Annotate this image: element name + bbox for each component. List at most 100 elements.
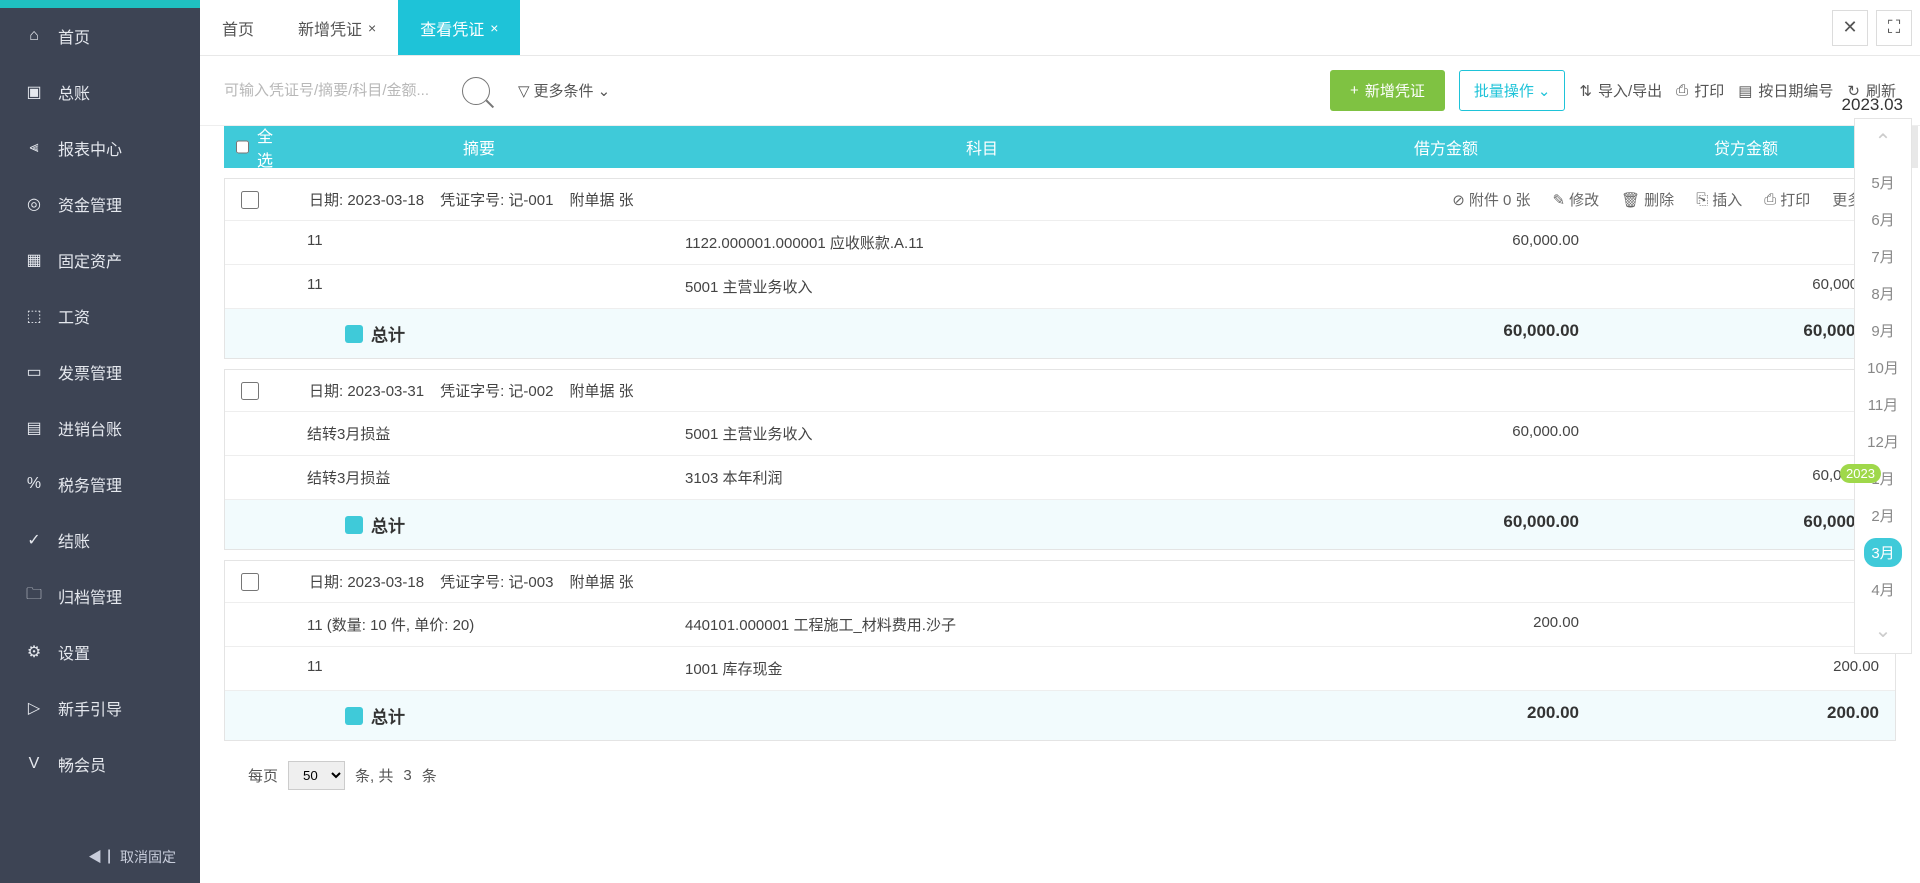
- rail-month[interactable]: 10月: [1864, 349, 1902, 386]
- sidebar-icon-7: ▤: [24, 418, 44, 438]
- select-all-checkbox[interactable]: [236, 139, 249, 155]
- rail-month[interactable]: 7月: [1864, 238, 1902, 275]
- print-icon: ⎙: [1764, 191, 1776, 208]
- per-page-select[interactable]: 50: [288, 761, 345, 790]
- total-icon: [345, 707, 363, 725]
- rail-month[interactable]: 12月: [1864, 423, 1902, 460]
- total-credit: 60,000.00: [1595, 500, 1895, 549]
- import-export-label: 导入/导出: [1598, 80, 1662, 101]
- voucher-delete[interactable]: 🗑删除: [1621, 189, 1674, 210]
- rail-month[interactable]: 8月: [1864, 275, 1902, 312]
- total-label: 总计: [371, 703, 405, 728]
- print-icon: ⎙: [1676, 82, 1688, 99]
- tab-label: 新增凭证: [298, 16, 362, 40]
- sidebar-item-11[interactable]: ⚙设置: [0, 624, 200, 680]
- sidebar-item-7[interactable]: ▤ 进销台账: [0, 400, 200, 456]
- sidebar: ⌂首页▣总账⫷报表中心◎资金管理▦固定资产⬚工资 ▭ 发票管理 ▤ 进销台账 %税务管理✓…: [0, 0, 200, 883]
- sidebar-item-label: 固定资产: [58, 248, 122, 272]
- sidebar-item-4[interactable]: ▦固定资产: [0, 232, 200, 288]
- chevron-down-icon: ⌄: [598, 82, 611, 100]
- tab-1[interactable]: 新增凭证 ×: [276, 0, 398, 55]
- row-debit: [1295, 647, 1595, 690]
- toolbar: ▽ 更多条件 ⌄ + 新增凭证 批量操作 ⌄ ⇅ 导入/导出 ⎙: [200, 56, 1920, 126]
- renumber-button[interactable]: ▤ 按日期编号: [1738, 80, 1833, 101]
- total-debit: 200.00: [1295, 691, 1595, 740]
- plus-icon: +: [1350, 82, 1359, 99]
- pager-total: 3: [403, 767, 411, 784]
- attachment-icon: ⊘: [1452, 191, 1465, 209]
- sidebar-item-label: 进销台账: [58, 416, 122, 440]
- sidebar-item-label: 资金管理: [58, 192, 122, 216]
- new-voucher-button[interactable]: + 新增凭证: [1330, 70, 1445, 111]
- voucher-total: 总计 200.00 200.00: [225, 690, 1895, 740]
- calendar-icon: ▤: [1738, 82, 1752, 100]
- voucher-no: 凭证字号: 记-003: [440, 571, 553, 592]
- total-icon: [345, 325, 363, 343]
- sidebar-item-13[interactable]: V畅会员: [0, 736, 200, 792]
- rail-month[interactable]: 2月: [1864, 497, 1902, 534]
- more-conditions[interactable]: ▽ 更多条件 ⌄: [518, 80, 610, 101]
- sidebar-item-label: 畅会员: [58, 752, 106, 776]
- tab-label: 查看凭证: [420, 16, 484, 40]
- col-debit: 借方金额: [1296, 135, 1596, 159]
- sidebar-item-0[interactable]: ⌂首页: [0, 8, 200, 64]
- voucher-attachment[interactable]: ⊘附件 0 张: [1452, 189, 1530, 210]
- voucher-date: 日期: 2023-03-18: [309, 571, 424, 592]
- sidebar-item-6[interactable]: ▭ 发票管理: [0, 344, 200, 400]
- search-box: [224, 77, 490, 105]
- row-subject: 5001 主营业务收入: [669, 412, 1295, 455]
- pager: 每页 50 条, 共 3 条: [224, 741, 1896, 810]
- total-credit: 200.00: [1595, 691, 1895, 740]
- current-period-label: 2023.03: [1834, 91, 1911, 119]
- sidebar-item-3[interactable]: ◎资金管理: [0, 176, 200, 232]
- search-icon[interactable]: [462, 77, 490, 105]
- voucher-checkbox[interactable]: [241, 191, 259, 209]
- tab-close-icon[interactable]: ×: [368, 20, 376, 36]
- tab-close-icon[interactable]: ×: [490, 20, 498, 36]
- import-export-button[interactable]: ⇅ 导入/导出: [1579, 80, 1662, 101]
- rail-month[interactable]: 4月: [1864, 571, 1902, 608]
- row-subject: 1001 库存现金: [669, 647, 1295, 690]
- chevron-down-icon: ⌄: [1538, 82, 1551, 100]
- rail-up-arrow[interactable]: ⌃: [1875, 119, 1892, 164]
- row-summary: 结转3月损益: [291, 456, 669, 499]
- rail-down-arrow[interactable]: ⌄: [1875, 608, 1892, 653]
- sidebar-unpin[interactable]: ◀┃ 取消固定: [0, 831, 200, 883]
- tab-0[interactable]: 首页: [200, 0, 276, 55]
- row-debit: 60,000.00: [1295, 412, 1595, 455]
- rail-month[interactable]: 9月: [1864, 312, 1902, 349]
- batch-ops-button[interactable]: 批量操作 ⌄: [1459, 70, 1566, 111]
- sidebar-item-9[interactable]: ✓结账: [0, 512, 200, 568]
- fullscreen-button[interactable]: ⛶: [1876, 10, 1912, 46]
- pager-perpage-label: 每页: [248, 765, 278, 786]
- voucher-edit[interactable]: ✎修改: [1553, 189, 1600, 210]
- tab-2[interactable]: 查看凭证 ×: [398, 0, 520, 55]
- select-all-header[interactable]: 全选: [224, 126, 290, 171]
- sidebar-item-1[interactable]: ▣总账: [0, 64, 200, 120]
- rail-month[interactable]: 5月: [1864, 164, 1902, 201]
- sidebar-item-5[interactable]: ⬚工资: [0, 288, 200, 344]
- sidebar-icon-10: 🗀: [24, 586, 44, 606]
- sidebar-item-label: 发票管理: [58, 360, 122, 384]
- sidebar-icon-6: ▭: [24, 362, 44, 382]
- sidebar-item-2[interactable]: ⫷报表中心: [0, 120, 200, 176]
- voucher-checkbox[interactable]: [241, 382, 259, 400]
- period-rail: 2023.03 ⌃ 5月6月7月8月9月10月11月12月20231月2月3月4…: [1854, 118, 1912, 654]
- sidebar-item-10[interactable]: 🗀归档管理: [0, 568, 200, 624]
- voucher-print[interactable]: ⎙打印: [1764, 189, 1810, 210]
- total-credit: 60,000.00: [1595, 309, 1895, 358]
- print-button[interactable]: ⎙ 打印: [1676, 80, 1724, 101]
- row-subject: 5001 主营业务收入: [669, 265, 1295, 308]
- sidebar-item-8[interactable]: %税务管理: [0, 456, 200, 512]
- voucher-checkbox[interactable]: [241, 573, 259, 591]
- voucher-row: 11 1001 库存现金 200.00: [225, 646, 1895, 690]
- rail-month[interactable]: 3月: [1864, 538, 1902, 567]
- rail-month[interactable]: 6月: [1864, 201, 1902, 238]
- close-all-tabs-button[interactable]: ✕: [1832, 10, 1868, 46]
- search-input[interactable]: [224, 82, 454, 99]
- sidebar-item-12[interactable]: ▷新手引导: [0, 680, 200, 736]
- row-summary: 11: [291, 647, 669, 690]
- voucher-insert[interactable]: ⎘插入: [1696, 189, 1742, 210]
- insert-icon: ⎘: [1696, 191, 1708, 208]
- rail-month[interactable]: 11月: [1864, 386, 1902, 423]
